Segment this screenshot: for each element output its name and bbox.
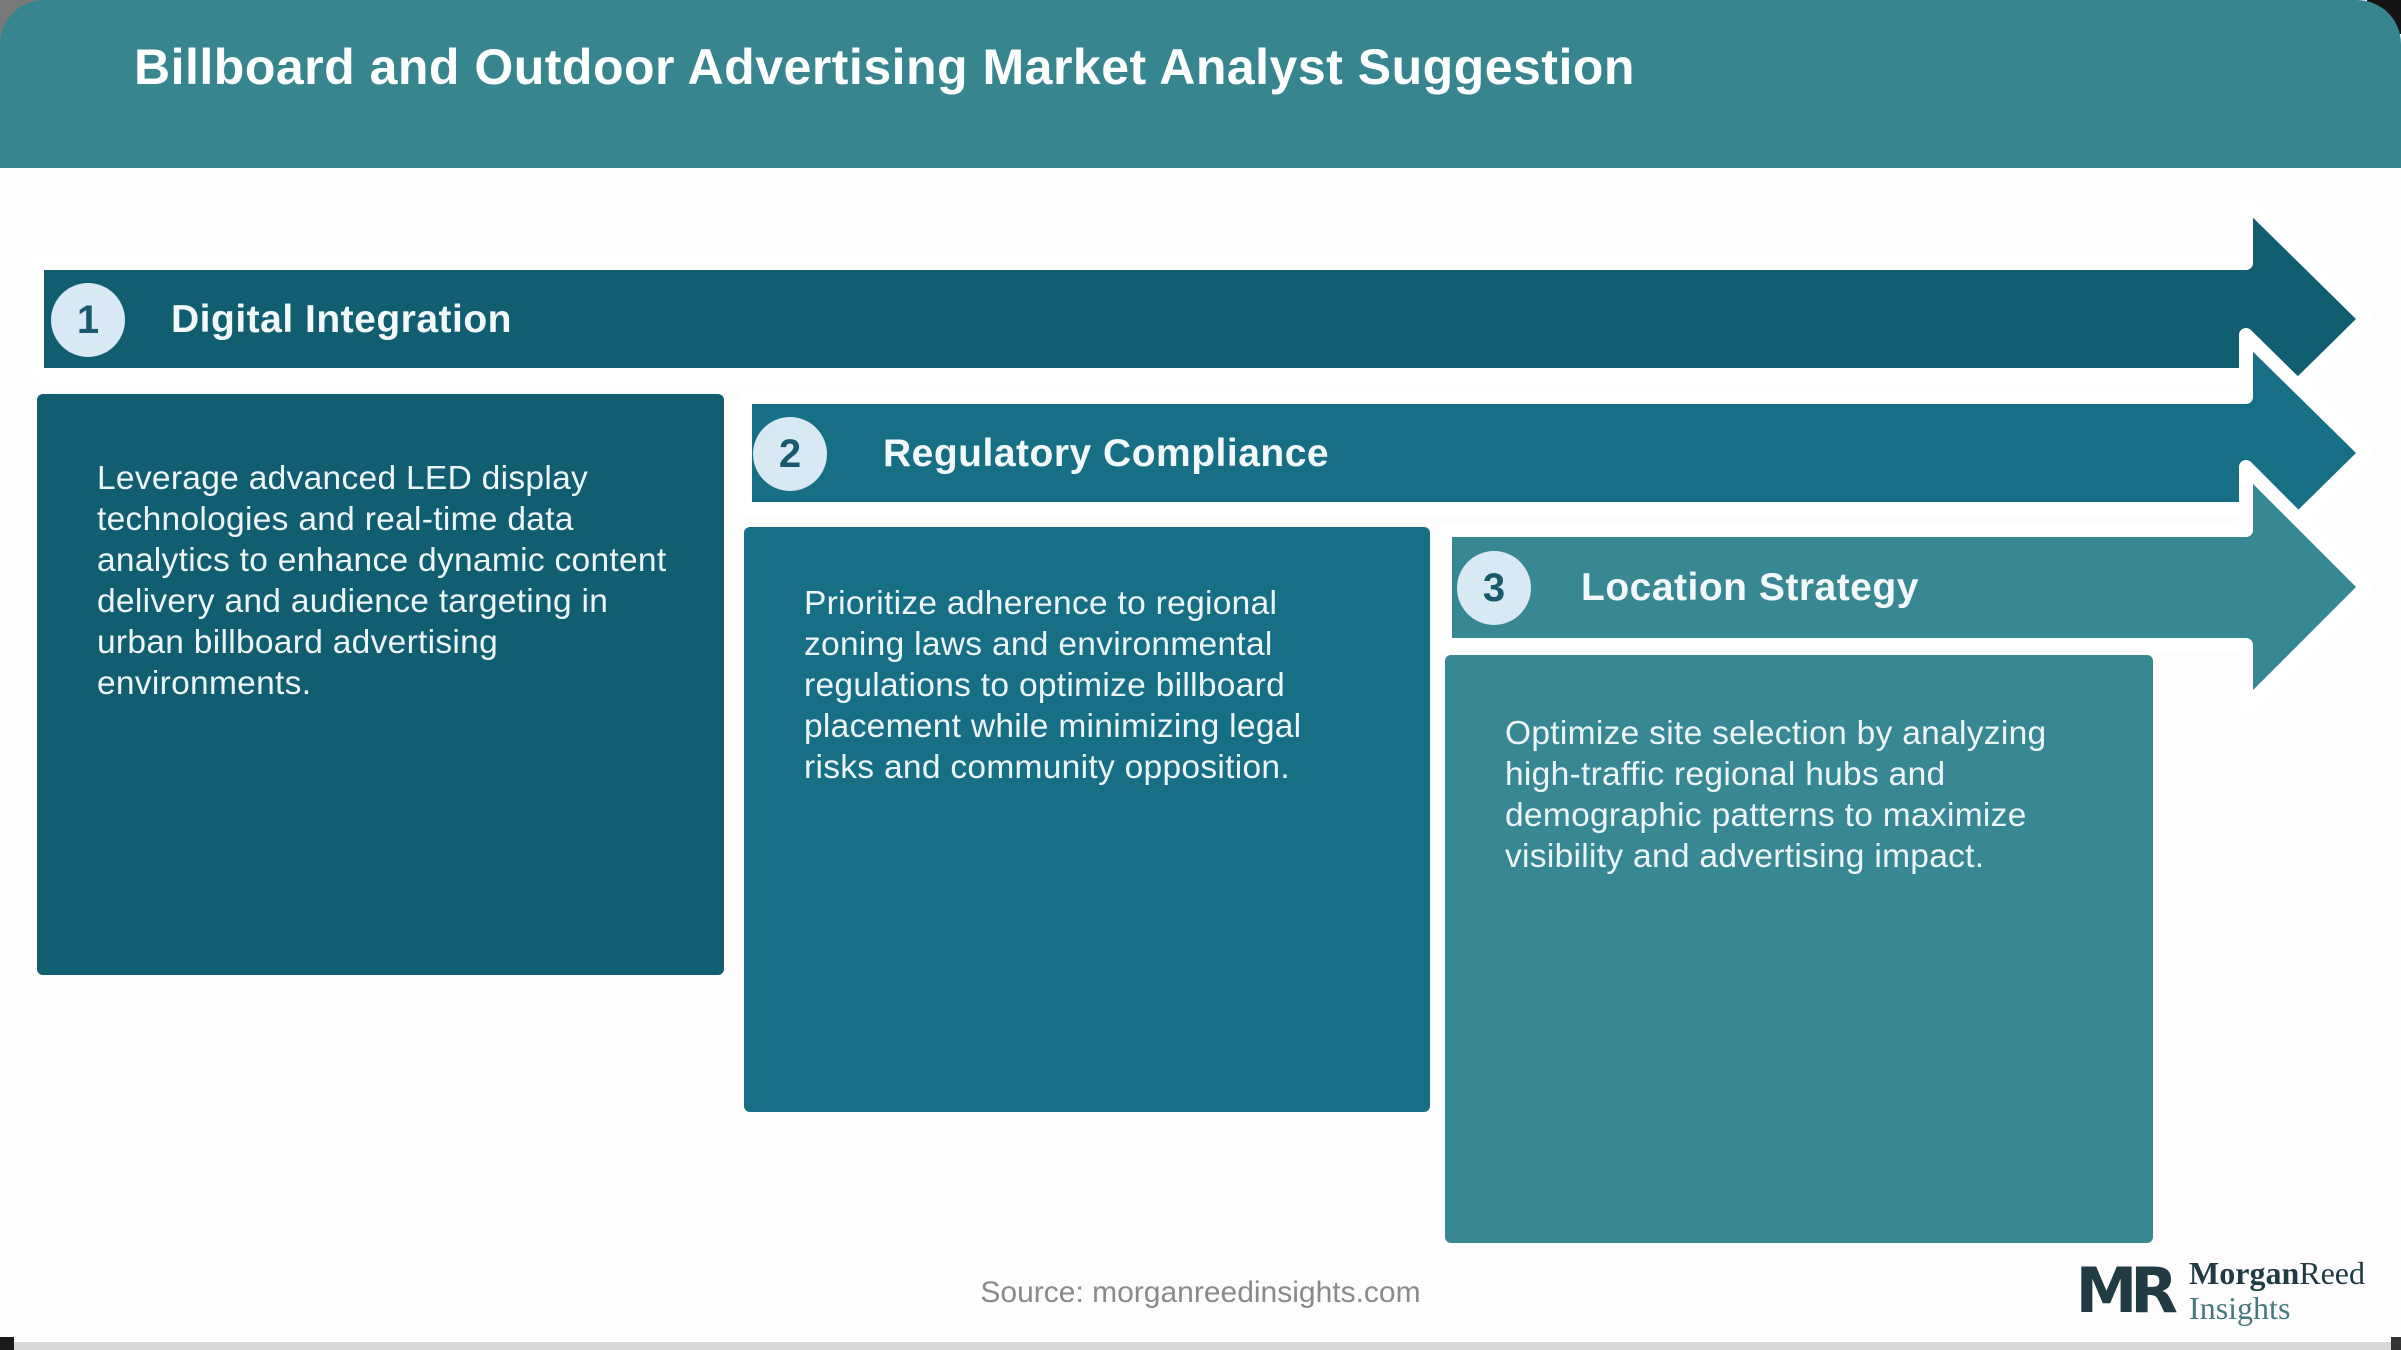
arrow-shape-2 — [738, 328, 2373, 578]
scrollbar-right-endcap[interactable] — [2391, 1337, 2401, 1350]
step-2-title: Regulatory Compliance — [883, 432, 1330, 475]
step-3-title: Location Strategy — [1581, 566, 1919, 609]
source-attribution: Source: morganreedinsights.com — [980, 1276, 1421, 1309]
step-1-title: Digital Integration — [171, 298, 512, 341]
brand-name-block: MorganReed Insights — [2189, 1256, 2365, 1325]
step-2-description-box: Prioritize adherence to regional zoning … — [744, 527, 1430, 1112]
step-2-number-badge: 2 — [753, 417, 827, 491]
arrow-shape-1 — [30, 194, 2373, 444]
brand-monogram-icon: MR — [2075, 1253, 2178, 1327]
step-3-description-box: Optimize site selection by analyzing hig… — [1445, 655, 2153, 1243]
step-2-description-text: Prioritize adherence to regional zoning … — [804, 585, 1302, 786]
page-title: Billboard and Outdoor Advertising Market… — [134, 39, 1635, 95]
scrollbar-left-endcap[interactable] — [0, 1337, 14, 1350]
brand-logo: MR MorganReed Insights — [2076, 1256, 2365, 1325]
step-2-header: 2 Regulatory Compliance — [753, 417, 1329, 491]
brand-name-bold: Morgan — [2189, 1255, 2300, 1291]
step-1-description-text: Leverage advanced LED display technologi… — [97, 460, 667, 702]
step-3-number-badge: 3 — [1457, 551, 1531, 625]
brand-name-regular: Reed — [2299, 1255, 2365, 1291]
horizontal-scrollbar-track[interactable] — [0, 1342, 2401, 1350]
header-bar: Billboard and Outdoor Advertising Market… — [0, 0, 2401, 168]
step-1-description-box: Leverage advanced LED display technologi… — [37, 394, 724, 975]
step-1-header: 1 Digital Integration — [51, 283, 512, 357]
arrow-shape-3 — [1438, 460, 2373, 714]
step-1-number-badge: 1 — [51, 283, 125, 357]
step-3-description-text: Optimize site selection by analyzing hig… — [1505, 715, 2047, 875]
step-3-header: 3 Location Strategy — [1457, 551, 1919, 625]
brand-name: MorganReed — [2189, 1256, 2365, 1291]
brand-subtitle: Insights — [2189, 1289, 2291, 1326]
